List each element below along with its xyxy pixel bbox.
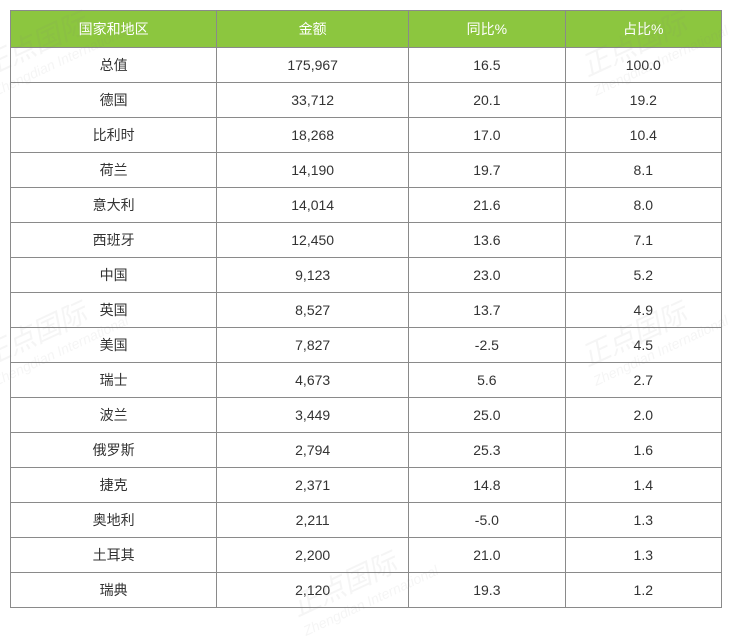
cell-amount: 2,211 — [217, 503, 409, 538]
cell-yoy: 19.3 — [409, 573, 565, 608]
cell-share: 1.3 — [565, 503, 721, 538]
cell-amount: 14,014 — [217, 188, 409, 223]
header-share: 占比% — [565, 11, 721, 48]
table-row: 美国7,827-2.54.5 — [11, 328, 722, 363]
cell-amount: 12,450 — [217, 223, 409, 258]
header-yoy: 同比% — [409, 11, 565, 48]
cell-amount: 4,673 — [217, 363, 409, 398]
cell-region: 德国 — [11, 83, 217, 118]
cell-amount: 2,200 — [217, 538, 409, 573]
cell-region: 奥地利 — [11, 503, 217, 538]
cell-yoy: 19.7 — [409, 153, 565, 188]
cell-yoy: 21.6 — [409, 188, 565, 223]
cell-yoy: 5.6 — [409, 363, 565, 398]
cell-share: 4.5 — [565, 328, 721, 363]
cell-amount: 2,794 — [217, 433, 409, 468]
cell-region: 波兰 — [11, 398, 217, 433]
cell-yoy: 16.5 — [409, 48, 565, 83]
cell-amount: 18,268 — [217, 118, 409, 153]
cell-share: 1.4 — [565, 468, 721, 503]
cell-region: 西班牙 — [11, 223, 217, 258]
table-row: 意大利14,01421.68.0 — [11, 188, 722, 223]
table-row: 总值175,96716.5100.0 — [11, 48, 722, 83]
cell-amount: 2,371 — [217, 468, 409, 503]
table-body: 总值175,96716.5100.0德国33,71220.119.2比利时18,… — [11, 48, 722, 608]
table-header-row: 国家和地区 金额 同比% 占比% — [11, 11, 722, 48]
cell-share: 2.7 — [565, 363, 721, 398]
table-row: 比利时18,26817.010.4 — [11, 118, 722, 153]
cell-share: 2.0 — [565, 398, 721, 433]
cell-amount: 3,449 — [217, 398, 409, 433]
header-region: 国家和地区 — [11, 11, 217, 48]
cell-amount: 33,712 — [217, 83, 409, 118]
cell-share: 10.4 — [565, 118, 721, 153]
table-row: 奥地利2,211-5.01.3 — [11, 503, 722, 538]
table-row: 西班牙12,45013.67.1 — [11, 223, 722, 258]
cell-yoy: 17.0 — [409, 118, 565, 153]
table-row: 土耳其2,20021.01.3 — [11, 538, 722, 573]
cell-amount: 175,967 — [217, 48, 409, 83]
cell-share: 5.2 — [565, 258, 721, 293]
cell-amount: 8,527 — [217, 293, 409, 328]
cell-region: 瑞士 — [11, 363, 217, 398]
cell-share: 8.0 — [565, 188, 721, 223]
cell-share: 1.6 — [565, 433, 721, 468]
table-row: 荷兰14,19019.78.1 — [11, 153, 722, 188]
cell-region: 瑞典 — [11, 573, 217, 608]
cell-yoy: 23.0 — [409, 258, 565, 293]
cell-region: 中国 — [11, 258, 217, 293]
cell-region: 总值 — [11, 48, 217, 83]
table-row: 捷克2,37114.81.4 — [11, 468, 722, 503]
header-amount: 金额 — [217, 11, 409, 48]
cell-yoy: -2.5 — [409, 328, 565, 363]
cell-yoy: 25.0 — [409, 398, 565, 433]
cell-region: 荷兰 — [11, 153, 217, 188]
cell-share: 19.2 — [565, 83, 721, 118]
cell-share: 4.9 — [565, 293, 721, 328]
cell-region: 俄罗斯 — [11, 433, 217, 468]
cell-amount: 14,190 — [217, 153, 409, 188]
cell-yoy: 14.8 — [409, 468, 565, 503]
cell-yoy: -5.0 — [409, 503, 565, 538]
cell-yoy: 21.0 — [409, 538, 565, 573]
cell-region: 捷克 — [11, 468, 217, 503]
cell-yoy: 20.1 — [409, 83, 565, 118]
cell-share: 100.0 — [565, 48, 721, 83]
cell-share: 7.1 — [565, 223, 721, 258]
cell-amount: 9,123 — [217, 258, 409, 293]
table-row: 瑞士4,6735.62.7 — [11, 363, 722, 398]
cell-share: 1.3 — [565, 538, 721, 573]
cell-yoy: 13.7 — [409, 293, 565, 328]
table-row: 俄罗斯2,79425.31.6 — [11, 433, 722, 468]
table-row: 英国8,52713.74.9 — [11, 293, 722, 328]
cell-yoy: 13.6 — [409, 223, 565, 258]
table-row: 瑞典2,12019.31.2 — [11, 573, 722, 608]
cell-region: 土耳其 — [11, 538, 217, 573]
table-row: 波兰3,44925.02.0 — [11, 398, 722, 433]
data-table-container: 国家和地区 金额 同比% 占比% 总值175,96716.5100.0德国33,… — [10, 10, 722, 608]
cell-yoy: 25.3 — [409, 433, 565, 468]
cell-region: 美国 — [11, 328, 217, 363]
cell-amount: 7,827 — [217, 328, 409, 363]
country-data-table: 国家和地区 金额 同比% 占比% 总值175,96716.5100.0德国33,… — [10, 10, 722, 608]
cell-region: 比利时 — [11, 118, 217, 153]
table-row: 中国9,12323.05.2 — [11, 258, 722, 293]
cell-share: 8.1 — [565, 153, 721, 188]
cell-amount: 2,120 — [217, 573, 409, 608]
cell-region: 意大利 — [11, 188, 217, 223]
table-row: 德国33,71220.119.2 — [11, 83, 722, 118]
cell-share: 1.2 — [565, 573, 721, 608]
cell-region: 英国 — [11, 293, 217, 328]
